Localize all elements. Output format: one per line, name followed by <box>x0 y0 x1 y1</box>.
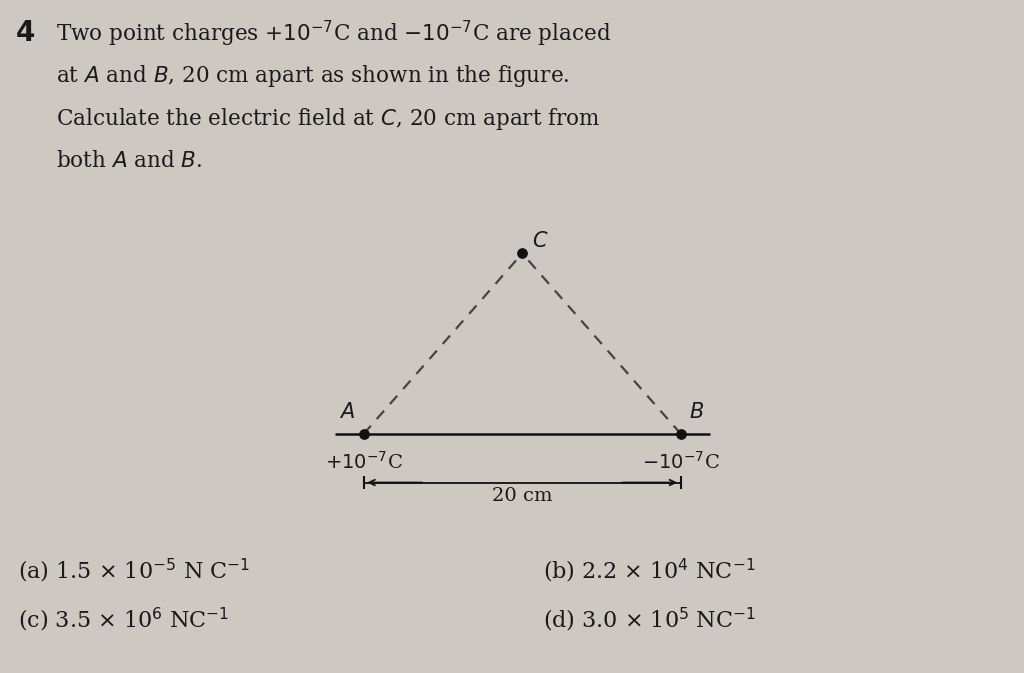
Point <box>673 429 689 439</box>
Text: 20 cm: 20 cm <box>492 487 553 505</box>
Text: $A$: $A$ <box>339 402 355 422</box>
Text: (c) 3.5 $\times$ 10$^{6}$ NC$^{-1}$: (c) 3.5 $\times$ 10$^{6}$ NC$^{-1}$ <box>18 606 229 634</box>
Text: (b) 2.2 $\times$ 10$^{4}$ NC$^{-1}$: (b) 2.2 $\times$ 10$^{4}$ NC$^{-1}$ <box>543 557 755 586</box>
Text: Calculate the electric field at $C$, 20 cm apart from: Calculate the electric field at $C$, 20 … <box>56 106 601 133</box>
Text: $B$: $B$ <box>689 402 705 422</box>
Text: Two point charges $+10^{-7}$C and $-10^{-7}$C are placed: Two point charges $+10^{-7}$C and $-10^{… <box>56 19 611 49</box>
Text: (d) 3.0 $\times$ 10$^{5}$ NC$^{-1}$: (d) 3.0 $\times$ 10$^{5}$ NC$^{-1}$ <box>543 606 756 634</box>
Text: $-10^{-7}$C: $-10^{-7}$C <box>642 451 720 473</box>
Text: at $A$ and $B$, 20 cm apart as shown in the figure.: at $A$ and $B$, 20 cm apart as shown in … <box>56 63 569 89</box>
Text: (a) 1.5 $\times$ 10$^{-5}$ N C$^{-1}$: (a) 1.5 $\times$ 10$^{-5}$ N C$^{-1}$ <box>18 557 251 586</box>
Text: $C$: $C$ <box>532 232 549 252</box>
Point <box>355 429 372 439</box>
Point <box>514 248 530 259</box>
Text: $+10^{-7}$C: $+10^{-7}$C <box>325 451 402 473</box>
Text: 4: 4 <box>15 19 35 47</box>
Text: both $A$ and $B$.: both $A$ and $B$. <box>56 150 203 172</box>
